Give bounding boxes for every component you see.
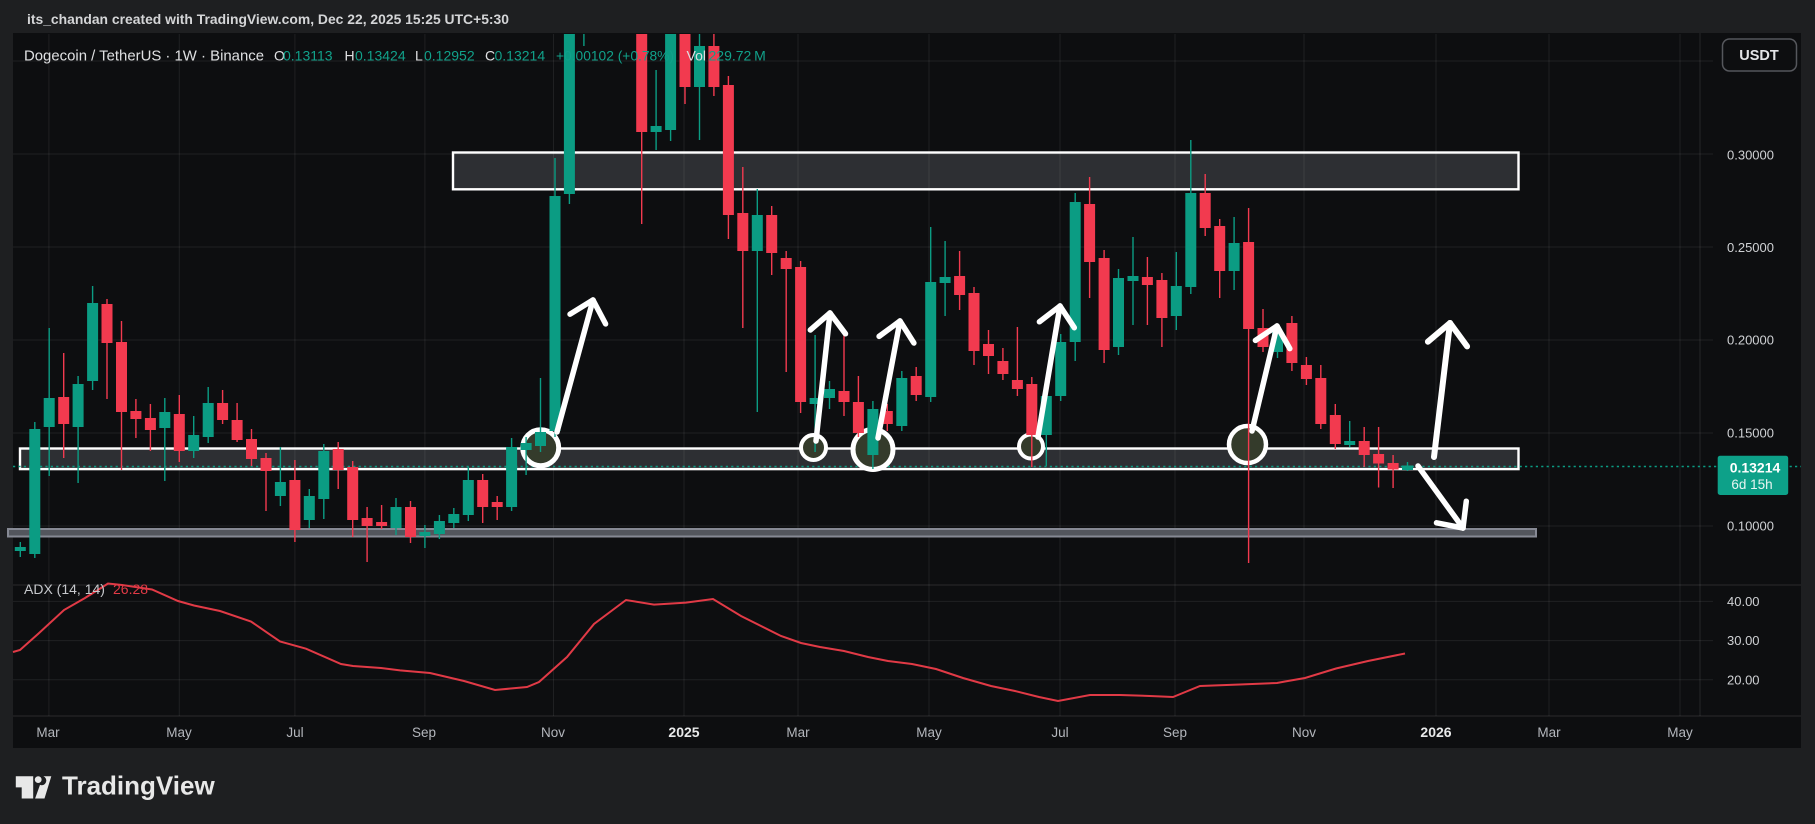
svg-text:0.15000: 0.15000 bbox=[1727, 426, 1774, 441]
svg-text:229.72 M: 229.72 M bbox=[709, 48, 766, 64]
svg-text:Jul: Jul bbox=[1051, 725, 1068, 740]
svg-text:0.30000: 0.30000 bbox=[1727, 148, 1774, 163]
svg-text:Jul: Jul bbox=[286, 725, 303, 740]
svg-text:Mar: Mar bbox=[786, 725, 810, 740]
svg-text:0.13214: 0.13214 bbox=[1730, 460, 1781, 476]
svg-text:Sep: Sep bbox=[412, 725, 436, 740]
svg-text:Dogecoin / TetherUS · 1W · Bin: Dogecoin / TetherUS · 1W · Binance bbox=[24, 49, 264, 65]
svg-text:0.13113: 0.13113 bbox=[283, 48, 333, 64]
svg-text:May: May bbox=[916, 725, 942, 740]
svg-text:0.13424: 0.13424 bbox=[355, 48, 406, 64]
svg-text:USDT: USDT bbox=[1739, 48, 1779, 64]
svg-text:6d 15h: 6d 15h bbox=[1731, 477, 1772, 492]
svg-text:0.13214: 0.13214 bbox=[495, 48, 546, 64]
svg-text:May: May bbox=[1667, 725, 1693, 740]
svg-text:Mar: Mar bbox=[36, 725, 60, 740]
svg-text:2026: 2026 bbox=[1420, 724, 1451, 740]
svg-text:ADX (14, 14): ADX (14, 14) bbox=[24, 581, 105, 597]
svg-text:0.25000: 0.25000 bbox=[1727, 240, 1774, 255]
svg-text:20.00: 20.00 bbox=[1727, 672, 1760, 687]
svg-text:0.20000: 0.20000 bbox=[1727, 333, 1774, 348]
svg-text:2025: 2025 bbox=[668, 724, 699, 740]
svg-text:0.10000: 0.10000 bbox=[1727, 519, 1774, 534]
svg-text:C: C bbox=[485, 48, 495, 64]
svg-text:May: May bbox=[166, 725, 192, 740]
svg-text:30.00: 30.00 bbox=[1727, 633, 1760, 648]
svg-text:its_chandan created with Tradi: its_chandan created with TradingView.com… bbox=[27, 11, 509, 27]
svg-text:40.00: 40.00 bbox=[1727, 594, 1760, 609]
svg-text:Nov: Nov bbox=[1292, 725, 1316, 740]
svg-text:L: L bbox=[415, 48, 423, 64]
svg-text:Sep: Sep bbox=[1163, 725, 1187, 740]
svg-text:O: O bbox=[274, 48, 285, 64]
svg-text:0.12952: 0.12952 bbox=[424, 48, 475, 64]
svg-text:+0.00102 (+0.78%): +0.00102 (+0.78%) bbox=[556, 48, 674, 64]
svg-text:26.28: 26.28 bbox=[113, 581, 148, 597]
svg-text:Nov: Nov bbox=[541, 725, 565, 740]
svg-text:Mar: Mar bbox=[1537, 725, 1561, 740]
svg-text:H: H bbox=[345, 48, 355, 64]
svg-text:Vol: Vol bbox=[687, 48, 706, 64]
svg-text:TradingView: TradingView bbox=[62, 771, 215, 801]
